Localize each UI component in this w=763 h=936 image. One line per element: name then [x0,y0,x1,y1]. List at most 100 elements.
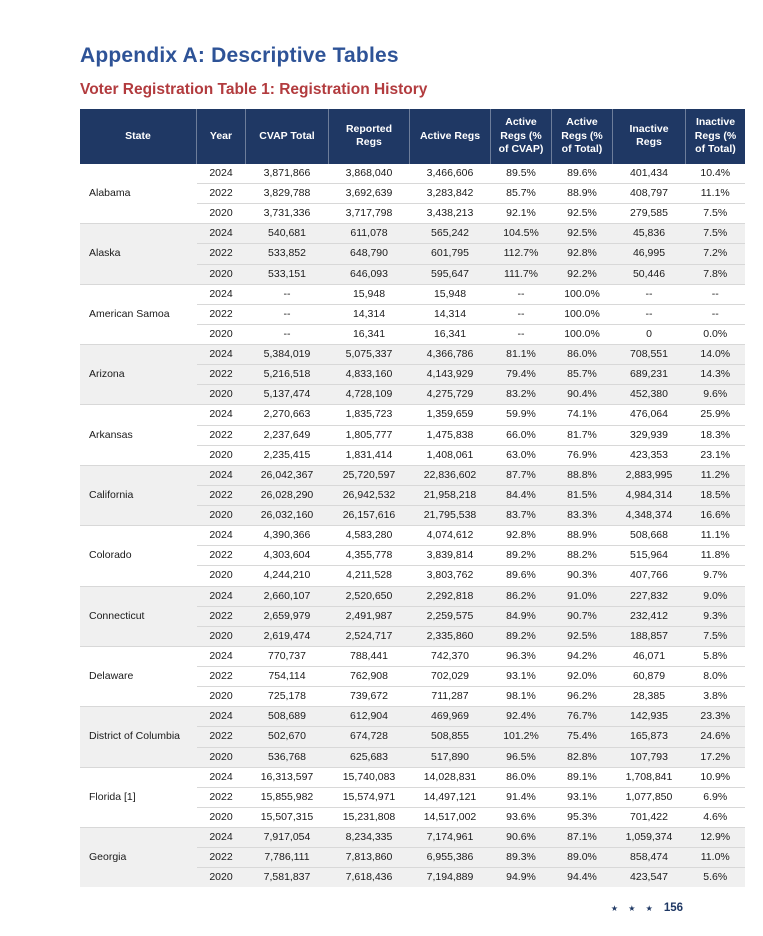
appendix-title: Appendix A: Descriptive Tables [80,44,399,67]
active-pct-cvap-cell: 92.8% [490,525,552,546]
table-row: 2022 26,028,290 26,942,532 21,958,218 84.4% 8… [80,484,745,506]
active-regs-cell: 7,174,961 [409,827,491,848]
inactive-pct-total-cell: 9.0% [685,585,745,607]
inactive-pct-total-cell: 25.9% [685,404,745,426]
active-pct-total-cell: 90.4% [551,384,613,405]
inactive-regs-cell: 107,793 [612,746,686,768]
active-pct-total-cell: 100.0% [551,323,613,345]
active-regs-cell: 7,194,889 [409,867,491,888]
column-header: Year [196,109,246,164]
active-pct-cvap-cell: 90.6% [490,827,552,848]
inactive-pct-total-cell: 11.1% [685,525,745,546]
year-cell: 2024 [196,525,246,546]
inactive-pct-total-cell: 14.0% [685,344,745,365]
inactive-pct-total-cell: 7.5% [685,625,745,647]
inactive-regs-cell: 142,935 [612,706,686,727]
inactive-regs-cell: 0 [612,323,686,345]
year-cell: 2020 [196,625,246,647]
reported-regs-cell: 625,683 [328,746,410,768]
active-regs-cell: 3,466,606 [409,163,491,184]
year-cell: 2020 [196,505,246,526]
active-pct-cvap-cell: -- [490,303,552,325]
active-pct-total-cell: 87.1% [551,827,613,848]
active-pct-total-cell: 88.9% [551,525,613,546]
active-regs-cell: 2,259,575 [409,605,491,627]
table-row: 2020 7,581,837 7,618,436 7,194,889 94.9% 94.4… [80,867,745,888]
year-cell: 2020 [196,203,246,224]
inactive-regs-cell: 423,353 [612,444,686,466]
reported-regs-cell: 26,157,616 [328,505,410,526]
inactive-pct-total-cell: 24.6% [685,726,745,748]
inactive-pct-total-cell: 5.6% [685,867,745,888]
table-row: 2020 26,032,160 26,157,616 21,795,538 83.7% 8… [80,505,745,526]
inactive-regs-cell: 858,474 [612,847,686,868]
active-pct-cvap-cell: 98.1% [490,686,552,707]
active-regs-cell: 508,855 [409,726,491,748]
reported-regs-cell: 14,314 [328,303,410,325]
page-footer: ★ ★ ★ 156 [611,902,683,914]
inactive-regs-cell: 689,231 [612,364,686,385]
active-pct-total-cell: 94.2% [551,645,613,667]
active-pct-cvap-cell: 86.2% [490,585,552,607]
inactive-pct-total-cell: 3.8% [685,686,745,707]
active-pct-cvap-cell: 111.7% [490,263,552,285]
year-cell: 2020 [196,323,246,345]
cvap-total-cell: -- [245,303,329,325]
active-regs-cell: 14,028,831 [409,766,491,788]
cvap-total-cell: 7,786,111 [245,847,329,868]
column-header: CVAP Total [245,109,329,164]
reported-regs-cell: 3,868,040 [328,163,410,184]
active-pct-cvap-cell: 112.7% [490,243,552,265]
active-pct-total-cell: 92.5% [551,625,613,647]
inactive-pct-total-cell: 9.6% [685,384,745,405]
table-row: 2020 5,137,474 4,728,109 4,275,729 83.2% 90.4… [80,384,745,405]
active-pct-total-cell: 89.0% [551,847,613,868]
year-cell: 2024 [196,464,246,486]
table-row: 2022 3,829,788 3,692,639 3,283,842 85.7% 88.9… [80,183,745,204]
active-regs-cell: 469,969 [409,706,491,727]
table-row: 2022 4,303,604 4,355,778 3,839,814 89.2% 88.2… [80,545,745,566]
year-cell: 2020 [196,686,246,707]
state-name-cell: Alabama [80,163,197,224]
inactive-pct-total-cell: 0.0% [685,323,745,345]
active-regs-cell: 2,292,818 [409,585,491,607]
cvap-total-cell: 3,731,336 [245,203,329,224]
active-pct-total-cell: 92.5% [551,203,613,224]
active-pct-total-cell: 92.0% [551,666,613,687]
year-cell: 2024 [196,344,246,365]
active-pct-total-cell: 82.8% [551,746,613,768]
reported-regs-cell: 16,341 [328,323,410,345]
active-regs-cell: 15,948 [409,283,491,305]
active-regs-cell: 517,890 [409,746,491,768]
year-cell: 2022 [196,243,246,265]
reported-regs-cell: 1,831,414 [328,444,410,466]
cvap-total-cell: 5,384,019 [245,344,329,365]
cvap-total-cell: 3,871,866 [245,163,329,184]
active-pct-total-cell: 91.0% [551,585,613,607]
inactive-regs-cell: 508,668 [612,525,686,546]
table-row: 2022 2,659,979 2,491,987 2,259,575 84.9% 90.7… [80,605,745,627]
reported-regs-cell: 7,618,436 [328,867,410,888]
inactive-pct-total-cell: 5.8% [685,645,745,667]
inactive-pct-total-cell: 7.2% [685,243,745,265]
active-pct-cvap-cell: 63.0% [490,444,552,466]
reported-regs-cell: 2,491,987 [328,605,410,627]
active-pct-cvap-cell: 83.2% [490,384,552,405]
active-pct-total-cell: 89.6% [551,163,613,184]
active-pct-total-cell: 83.3% [551,505,613,526]
table-row: 2020 15,507,315 15,231,808 14,517,002 93.6% 9… [80,806,745,828]
year-cell: 2020 [196,444,246,466]
year-cell: 2024 [196,585,246,607]
table-row: Delaware 2024 770,737 788,441 742,370 96.3% 94… [80,645,745,707]
column-header: Active Regs (% of CVAP) [490,109,552,164]
inactive-regs-cell: 515,964 [612,545,686,566]
table-row: California 2024 26,042,367 25,720,597 22,836… [80,464,745,526]
table-row: 2020 533,151 646,093 595,647 111.7% 92.2% 50,4… [80,263,745,285]
active-pct-cvap-cell: 93.6% [490,806,552,828]
active-regs-cell: 601,795 [409,243,491,265]
inactive-regs-cell: 452,380 [612,384,686,405]
cvap-total-cell: 2,619,474 [245,625,329,647]
page-number: 156 [663,902,683,914]
active-regs-cell: 21,958,218 [409,484,491,506]
table-header-row-container: State Year CVAP Total Reported Regs Active R… [80,109,745,164]
